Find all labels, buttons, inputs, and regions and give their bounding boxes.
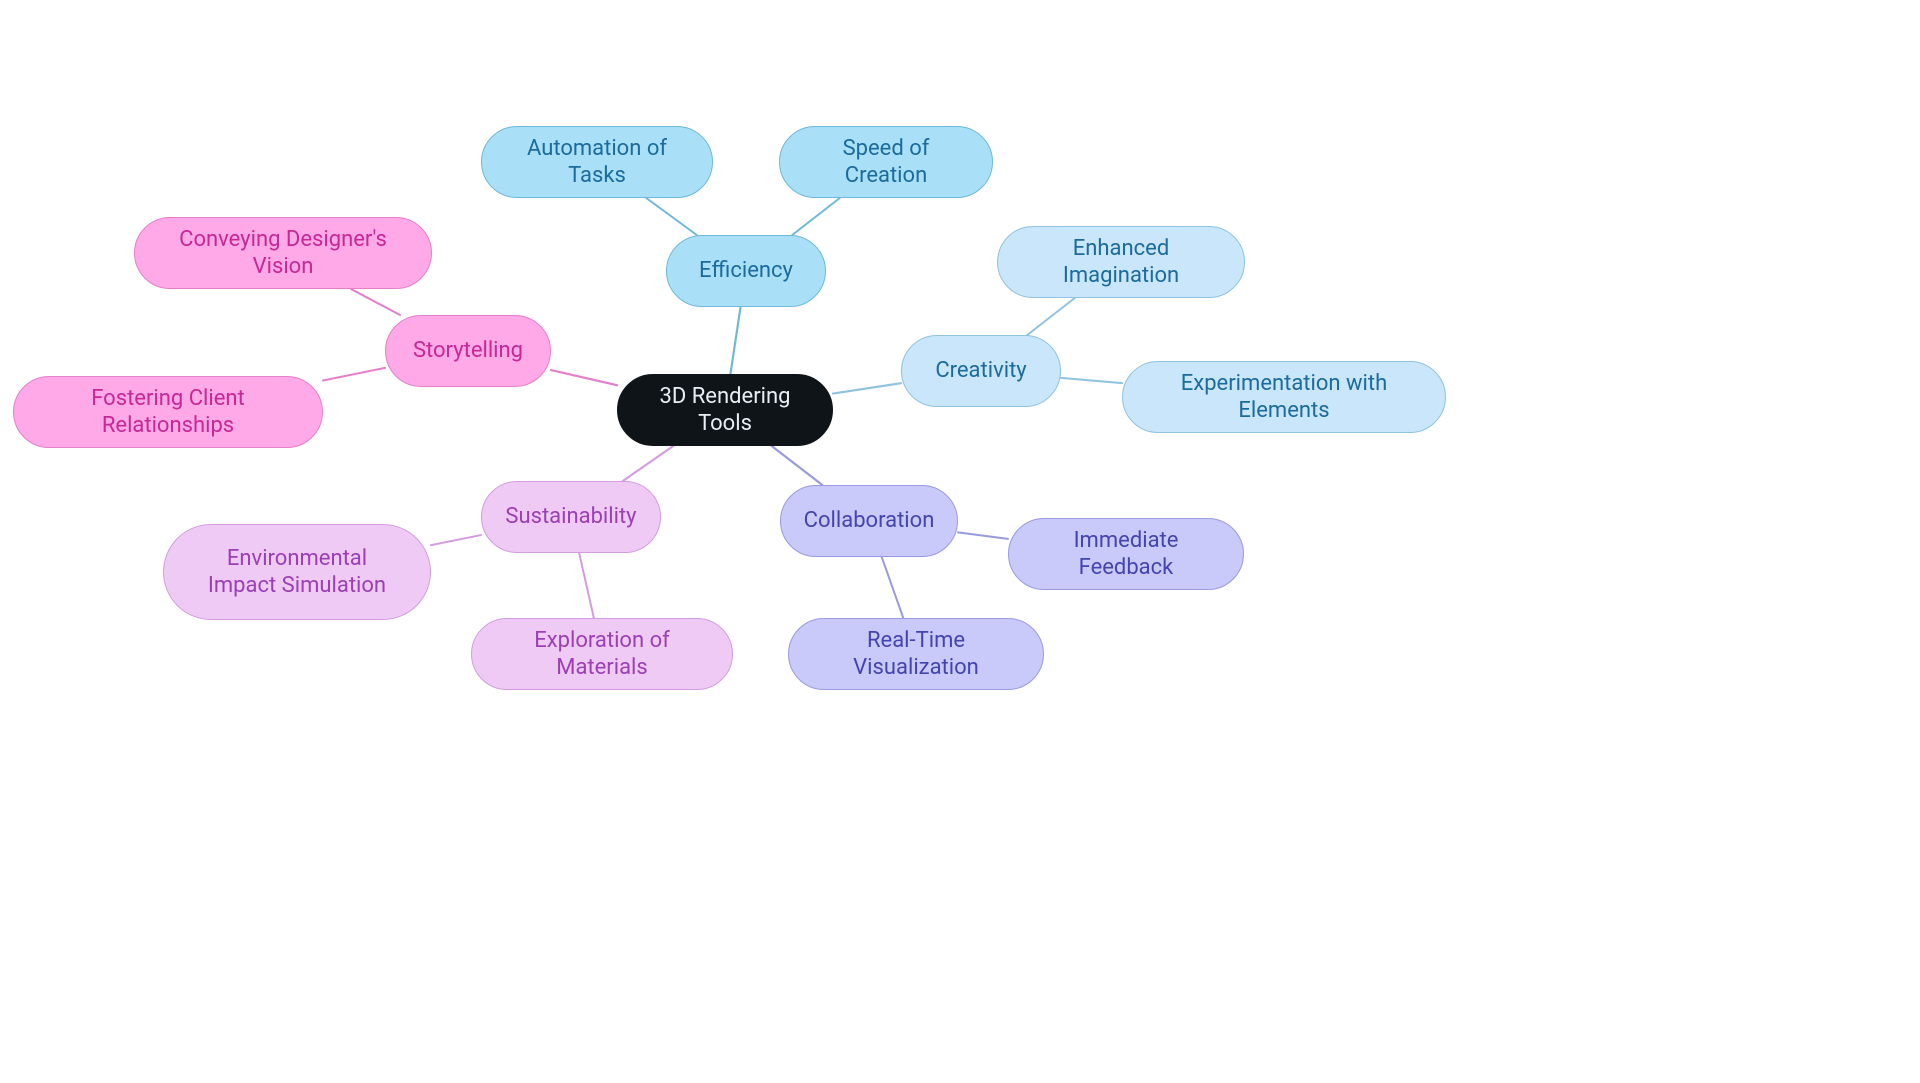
edge (1027, 298, 1075, 335)
mindmap-canvas: 3D Rendering Tools Efficiency Automation… (0, 0, 1920, 1083)
node-materials: Exploration of Materials (471, 618, 733, 690)
node-storytelling: Storytelling (385, 315, 551, 387)
node-relationships: Fostering Client Relationships (13, 376, 323, 448)
node-label: Environmental Impact Simulation (192, 545, 402, 600)
node-label: Sustainability (505, 503, 636, 531)
node-label: Real-Time Visualization (817, 627, 1015, 682)
node-label: Fostering Client Relationships (42, 385, 294, 440)
node-label: Storytelling (413, 337, 523, 365)
node-experimentation: Experimentation with Elements (1122, 361, 1446, 433)
node-speed: Speed of Creation (779, 126, 993, 198)
edge (431, 535, 481, 545)
node-collaboration: Collaboration (780, 485, 958, 557)
node-vision: Conveying Designer's Vision (134, 217, 432, 289)
edge (882, 557, 904, 618)
edge (646, 198, 697, 235)
edge (551, 370, 617, 385)
node-label: Speed of Creation (808, 135, 964, 190)
edge (323, 368, 385, 381)
node-label: Exploration of Materials (500, 627, 704, 682)
edge (730, 307, 740, 374)
node-label: Collaboration (804, 507, 935, 535)
node-label: Automation of Tasks (510, 135, 684, 190)
node-label: Enhanced Imagination (1026, 235, 1216, 290)
node-center: 3D Rendering Tools (617, 374, 833, 446)
node-label: Efficiency (699, 257, 793, 285)
node-label: 3D Rendering Tools (646, 383, 804, 438)
edge (772, 446, 823, 485)
node-label: Experimentation with Elements (1151, 370, 1417, 425)
node-label: Creativity (935, 357, 1026, 385)
edge (792, 198, 840, 235)
node-feedback: Immediate Feedback (1008, 518, 1244, 590)
node-imagination: Enhanced Imagination (997, 226, 1245, 298)
node-realtime: Real-Time Visualization (788, 618, 1044, 690)
node-automation: Automation of Tasks (481, 126, 713, 198)
edge (351, 289, 400, 315)
node-environmental: Environmental Impact Simulation (163, 524, 431, 620)
node-creativity: Creativity (901, 335, 1061, 407)
edge (579, 553, 594, 618)
edge (958, 532, 1008, 538)
edge (1061, 378, 1122, 383)
edge (623, 446, 673, 481)
node-sustainability: Sustainability (481, 481, 661, 553)
edge (833, 383, 901, 393)
node-efficiency: Efficiency (666, 235, 826, 307)
node-label: Conveying Designer's Vision (163, 226, 403, 281)
node-label: Immediate Feedback (1037, 527, 1215, 582)
